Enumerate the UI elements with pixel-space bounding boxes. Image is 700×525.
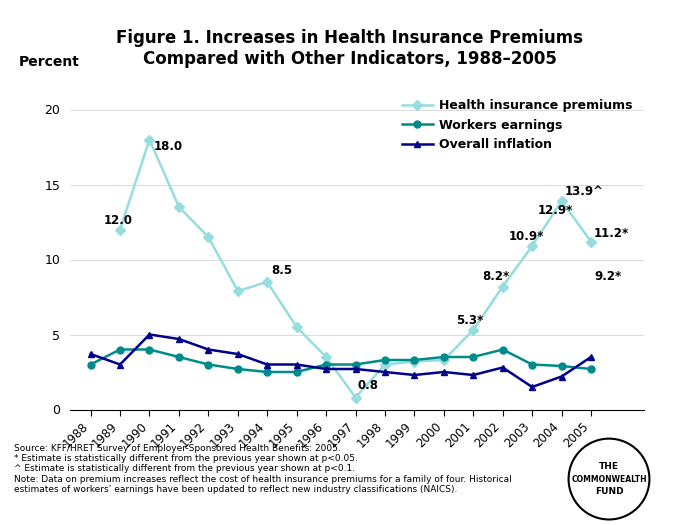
Text: THE: THE: [599, 461, 619, 471]
Text: 13.9^: 13.9^: [564, 185, 603, 198]
Overall inflation: [440, 369, 448, 375]
Health insurance premiums: [498, 284, 507, 290]
Health insurance premiums: [440, 357, 448, 363]
Workers earnings: [116, 346, 124, 353]
Text: 12.0: 12.0: [104, 214, 133, 226]
Workers earnings: [293, 369, 301, 375]
Overall inflation: [204, 346, 213, 353]
Overall inflation: [557, 373, 566, 380]
Health insurance premiums: [175, 204, 183, 210]
Health insurance premiums: [587, 238, 595, 245]
Overall inflation: [410, 372, 419, 378]
Workers earnings: [263, 369, 272, 375]
Overall inflation: [86, 351, 94, 357]
Overall inflation: [528, 384, 536, 390]
Health insurance premiums: [322, 354, 330, 360]
Health insurance premiums: [116, 226, 124, 233]
Health insurance premiums: [410, 359, 419, 365]
Overall inflation: [293, 361, 301, 368]
Text: Source: KFF/HRET Survey of Employer-Sponsored Health Benefits: 2005.
* Estimate : Source: KFF/HRET Survey of Employer-Spon…: [14, 444, 512, 494]
Workers earnings: [410, 357, 419, 363]
Text: 0.8: 0.8: [357, 379, 378, 392]
Health insurance premiums: [204, 234, 213, 240]
Health insurance premiums: [557, 198, 566, 204]
Workers earnings: [587, 366, 595, 372]
Line: Overall inflation: Overall inflation: [87, 331, 594, 391]
Workers earnings: [322, 361, 330, 368]
Overall inflation: [175, 336, 183, 342]
Workers earnings: [175, 354, 183, 360]
Health insurance premiums: [146, 136, 154, 143]
Overall inflation: [234, 351, 242, 357]
Overall inflation: [469, 372, 477, 378]
Overall inflation: [351, 366, 360, 372]
Workers earnings: [557, 363, 566, 369]
Overall inflation: [381, 369, 389, 375]
Health insurance premiums: [351, 394, 360, 401]
Text: 18.0: 18.0: [154, 140, 183, 153]
Workers earnings: [86, 361, 94, 368]
Text: 12.9*: 12.9*: [538, 205, 573, 217]
Overall inflation: [498, 364, 507, 371]
Text: 8.2*: 8.2*: [482, 270, 510, 284]
Health insurance premiums: [528, 243, 536, 249]
Line: Health insurance premiums: Health insurance premiums: [117, 136, 594, 401]
Workers earnings: [351, 361, 360, 368]
Text: 9.2*: 9.2*: [594, 270, 621, 284]
Workers earnings: [381, 357, 389, 363]
Text: 11.2*: 11.2*: [594, 227, 629, 240]
Text: Figure 1. Increases in Health Insurance Premiums
Compared with Other Indicators,: Figure 1. Increases in Health Insurance …: [116, 29, 584, 68]
Text: FUND: FUND: [595, 487, 623, 497]
Health insurance premiums: [234, 288, 242, 294]
Workers earnings: [469, 354, 477, 360]
Overall inflation: [322, 366, 330, 372]
Health insurance premiums: [381, 361, 389, 368]
Text: 8.5: 8.5: [272, 265, 293, 278]
Text: Percent: Percent: [18, 55, 79, 69]
Workers earnings: [498, 346, 507, 353]
Overall inflation: [263, 361, 272, 368]
Health insurance premiums: [263, 279, 272, 285]
Overall inflation: [146, 331, 154, 338]
Text: 10.9*: 10.9*: [509, 230, 544, 243]
Text: 5.3*: 5.3*: [456, 314, 483, 327]
Line: Workers earnings: Workers earnings: [87, 346, 594, 375]
Workers earnings: [146, 346, 154, 353]
Overall inflation: [116, 361, 124, 368]
Workers earnings: [234, 366, 242, 372]
Workers earnings: [204, 361, 213, 368]
Health insurance premiums: [293, 324, 301, 330]
Text: COMMONWEALTH: COMMONWEALTH: [571, 475, 647, 484]
Health insurance premiums: [469, 327, 477, 333]
Workers earnings: [528, 361, 536, 368]
Legend: Health insurance premiums, Workers earnings, Overall inflation: Health insurance premiums, Workers earni…: [397, 94, 638, 156]
Overall inflation: [587, 354, 595, 360]
Workers earnings: [440, 354, 448, 360]
